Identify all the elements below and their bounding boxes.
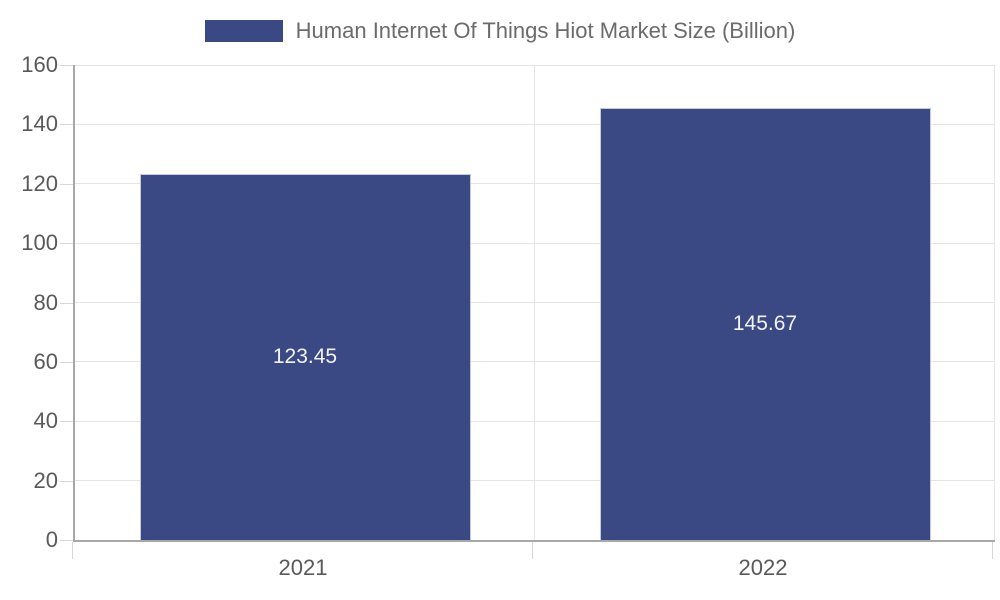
y-tick-mark (60, 243, 73, 245)
bar (139, 173, 471, 540)
y-tick-mark (60, 183, 73, 185)
y-tick-mark (60, 480, 73, 482)
y-tick-mark (60, 65, 73, 66)
x-axis-label: 2021 (278, 555, 328, 580)
y-tick-mark (60, 361, 73, 363)
gridline-vertical (534, 65, 535, 540)
x-tick-mark (532, 542, 533, 559)
y-tick-label: 140 (21, 111, 58, 137)
y-tick-mark (60, 302, 73, 304)
gridline-horizontal (75, 361, 995, 363)
gridline-horizontal (75, 302, 995, 303)
plot-area: 123.45 145.67 (73, 64, 995, 542)
bar-value-label: 145.67 (732, 311, 798, 335)
bar (599, 107, 931, 540)
gridline-horizontal (75, 242, 995, 244)
y-tick-label: 160 (21, 52, 58, 77)
y-tick-mark (60, 124, 73, 126)
x-axis-label: 2022 (738, 555, 788, 580)
x-tick-mark (72, 542, 73, 559)
y-tick-label: 80 (33, 289, 58, 315)
gridline-horizontal (75, 420, 995, 422)
y-tick-mark (60, 540, 73, 541)
x-tick-mark (992, 542, 993, 559)
y-tick-label: 100 (21, 230, 58, 256)
legend: Human Internet Of Things Hiot Market Siz… (0, 17, 1000, 45)
legend-label: Human Internet Of Things Hiot Market Siz… (295, 18, 796, 43)
gridline-horizontal (75, 480, 995, 482)
y-tick-label: 0 (45, 527, 58, 552)
y-tick-label: 120 (21, 170, 58, 196)
gridline-vertical (994, 65, 995, 540)
legend-swatch (204, 20, 283, 42)
gridline-horizontal (75, 183, 995, 185)
bar-value-label: 123.45 (272, 344, 338, 368)
y-tick-label: 20 (33, 467, 58, 493)
y-tick-label: 40 (33, 408, 58, 434)
y-tick-label: 60 (33, 348, 58, 374)
gridline-horizontal (75, 64, 995, 66)
y-tick-mark (60, 421, 73, 423)
gridline-horizontal (75, 123, 995, 125)
